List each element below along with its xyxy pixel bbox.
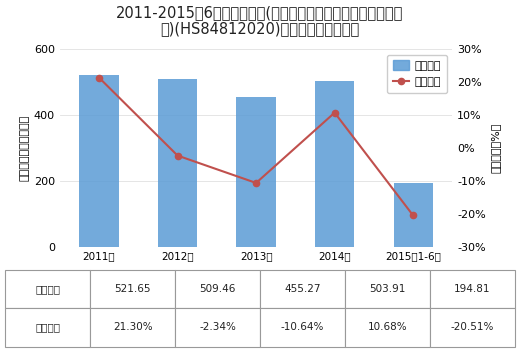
Text: 21.30%: 21.30% [113, 322, 152, 332]
Y-axis label: 同比增速（%）: 同比增速（%） [490, 123, 500, 173]
FancyBboxPatch shape [260, 308, 345, 346]
FancyBboxPatch shape [90, 308, 175, 346]
Bar [237, 97, 276, 247]
Y-axis label: 进口金额（百万美元）: 进口金额（百万美元） [20, 115, 30, 181]
Text: -10.64%: -10.64% [281, 322, 324, 332]
Bar [315, 80, 354, 247]
Bar [158, 79, 197, 247]
FancyBboxPatch shape [430, 270, 515, 308]
Text: -2.34%: -2.34% [199, 322, 236, 332]
Bar [394, 183, 433, 247]
Text: 521.65: 521.65 [114, 284, 151, 294]
Text: 进口金额: 进口金额 [35, 284, 60, 294]
FancyBboxPatch shape [345, 270, 430, 308]
Text: 的)(HS84812020)进口总额及增速统计: 的)(HS84812020)进口总额及增速统计 [160, 21, 360, 36]
Text: 509.46: 509.46 [199, 284, 236, 294]
FancyBboxPatch shape [175, 270, 260, 308]
FancyBboxPatch shape [5, 308, 90, 346]
Text: 503.91: 503.91 [369, 284, 406, 294]
FancyBboxPatch shape [345, 308, 430, 346]
Bar [80, 75, 119, 247]
Text: 455.27: 455.27 [284, 284, 321, 294]
FancyBboxPatch shape [90, 270, 175, 308]
Text: 2011-2015年6月气压传动阀(用于管道、锅炉、罐、桶或类似品: 2011-2015年6月气压传动阀(用于管道、锅炉、罐、桶或类似品 [116, 5, 404, 20]
FancyBboxPatch shape [175, 308, 260, 346]
Legend: 进口金额, 同比增长: 进口金额, 同比增长 [387, 55, 447, 93]
Text: 194.81: 194.81 [454, 284, 490, 294]
FancyBboxPatch shape [260, 270, 345, 308]
FancyBboxPatch shape [430, 308, 515, 346]
Text: -20.51%: -20.51% [451, 322, 494, 332]
Text: 同比增长: 同比增长 [35, 322, 60, 332]
FancyBboxPatch shape [5, 270, 90, 308]
Text: 10.68%: 10.68% [368, 322, 407, 332]
